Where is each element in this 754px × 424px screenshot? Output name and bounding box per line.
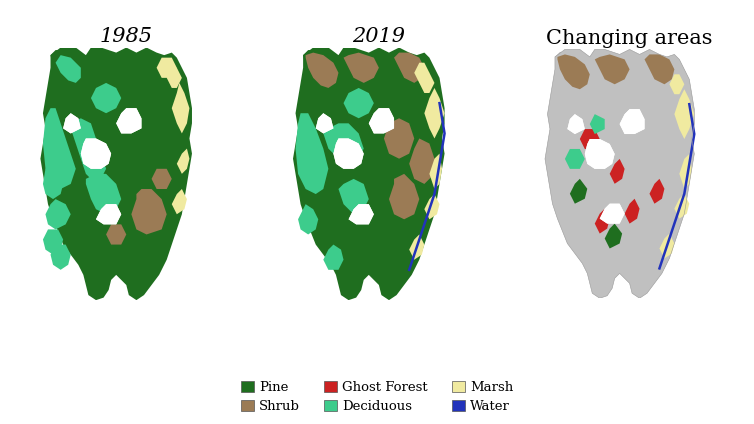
- Polygon shape: [660, 234, 674, 259]
- Polygon shape: [557, 54, 590, 89]
- Polygon shape: [580, 129, 599, 149]
- Polygon shape: [131, 189, 167, 234]
- Polygon shape: [63, 113, 81, 134]
- Polygon shape: [339, 179, 369, 214]
- Polygon shape: [96, 204, 121, 224]
- Polygon shape: [56, 55, 81, 83]
- Polygon shape: [298, 204, 318, 234]
- Polygon shape: [172, 189, 187, 214]
- Polygon shape: [303, 50, 344, 103]
- Title: Changing areas: Changing areas: [547, 29, 713, 48]
- Polygon shape: [590, 114, 605, 134]
- Polygon shape: [679, 154, 692, 189]
- Title: 2019: 2019: [352, 27, 406, 46]
- Polygon shape: [43, 108, 75, 189]
- Polygon shape: [176, 148, 189, 174]
- Polygon shape: [610, 159, 624, 184]
- Polygon shape: [293, 47, 445, 300]
- Polygon shape: [585, 139, 615, 169]
- Polygon shape: [152, 169, 172, 189]
- Polygon shape: [570, 179, 587, 204]
- Polygon shape: [348, 204, 374, 224]
- Polygon shape: [172, 83, 189, 134]
- Polygon shape: [81, 139, 111, 169]
- Polygon shape: [333, 139, 363, 169]
- Polygon shape: [645, 54, 674, 84]
- Polygon shape: [43, 164, 63, 199]
- Polygon shape: [45, 199, 71, 229]
- Polygon shape: [605, 223, 622, 248]
- Polygon shape: [595, 209, 610, 234]
- Polygon shape: [425, 88, 445, 139]
- Polygon shape: [369, 108, 394, 134]
- Polygon shape: [620, 109, 645, 134]
- Polygon shape: [419, 73, 434, 93]
- Polygon shape: [296, 113, 329, 194]
- Polygon shape: [71, 118, 106, 179]
- Polygon shape: [565, 149, 585, 169]
- Polygon shape: [414, 63, 430, 83]
- Polygon shape: [323, 245, 344, 270]
- Polygon shape: [620, 109, 645, 134]
- Polygon shape: [316, 113, 333, 134]
- Polygon shape: [595, 54, 630, 84]
- Polygon shape: [316, 113, 333, 134]
- Polygon shape: [41, 47, 192, 300]
- Polygon shape: [430, 153, 442, 189]
- Polygon shape: [106, 224, 126, 245]
- Polygon shape: [409, 234, 425, 260]
- Polygon shape: [81, 139, 111, 169]
- Polygon shape: [567, 114, 585, 134]
- Polygon shape: [567, 114, 585, 134]
- Polygon shape: [555, 52, 595, 104]
- Polygon shape: [389, 174, 419, 219]
- Polygon shape: [369, 108, 394, 134]
- Polygon shape: [384, 118, 414, 159]
- Polygon shape: [624, 199, 639, 223]
- Polygon shape: [344, 53, 379, 83]
- Polygon shape: [674, 89, 694, 139]
- Polygon shape: [51, 245, 71, 270]
- Polygon shape: [51, 50, 91, 103]
- Polygon shape: [116, 108, 142, 134]
- Polygon shape: [394, 53, 425, 83]
- Polygon shape: [674, 194, 689, 219]
- Legend: Pine, Shrub, Ghost Forest, Deciduous, Marsh, Water: Pine, Shrub, Ghost Forest, Deciduous, Ma…: [237, 377, 517, 417]
- Polygon shape: [599, 204, 624, 223]
- Polygon shape: [545, 50, 694, 298]
- Polygon shape: [116, 108, 142, 134]
- Polygon shape: [333, 139, 363, 169]
- Polygon shape: [348, 204, 374, 224]
- Polygon shape: [649, 179, 664, 204]
- Polygon shape: [167, 68, 182, 88]
- Polygon shape: [86, 174, 121, 214]
- Polygon shape: [323, 123, 363, 164]
- Polygon shape: [599, 204, 624, 223]
- Polygon shape: [585, 139, 615, 169]
- Polygon shape: [344, 88, 374, 118]
- Polygon shape: [63, 113, 81, 134]
- Polygon shape: [670, 74, 685, 94]
- Polygon shape: [425, 194, 440, 219]
- Polygon shape: [91, 83, 121, 113]
- Polygon shape: [305, 53, 339, 88]
- Polygon shape: [96, 204, 121, 224]
- Title: 1985: 1985: [100, 27, 153, 46]
- Polygon shape: [157, 58, 176, 78]
- Polygon shape: [409, 139, 434, 184]
- Polygon shape: [43, 229, 63, 255]
